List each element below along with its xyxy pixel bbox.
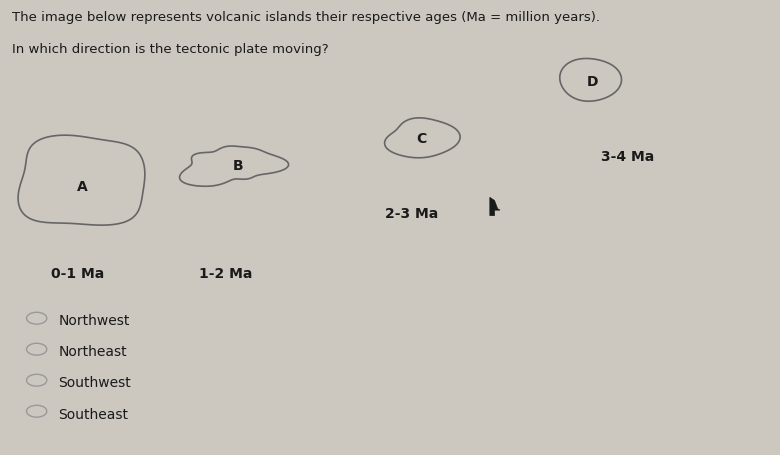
Text: The image below represents volcanic islands their respective ages (Ma = million : The image below represents volcanic isla… xyxy=(12,11,600,25)
Text: A: A xyxy=(76,180,87,193)
Polygon shape xyxy=(179,147,289,187)
Polygon shape xyxy=(490,198,500,216)
Text: Southeast: Southeast xyxy=(58,407,129,420)
Text: C: C xyxy=(416,132,427,146)
Text: Northeast: Northeast xyxy=(58,345,127,359)
Text: 3-4 Ma: 3-4 Ma xyxy=(601,150,654,164)
Text: 1-2 Ma: 1-2 Ma xyxy=(199,266,252,280)
Text: Southwest: Southwest xyxy=(58,376,131,389)
Text: In which direction is the tectonic plate moving?: In which direction is the tectonic plate… xyxy=(12,43,328,56)
Text: Northwest: Northwest xyxy=(58,314,130,328)
Text: B: B xyxy=(232,159,243,173)
Polygon shape xyxy=(385,119,460,158)
Text: 0-1 Ma: 0-1 Ma xyxy=(51,266,104,280)
Polygon shape xyxy=(18,136,145,226)
Text: D: D xyxy=(587,75,598,89)
Text: 2-3 Ma: 2-3 Ma xyxy=(385,207,438,221)
Polygon shape xyxy=(560,59,622,102)
